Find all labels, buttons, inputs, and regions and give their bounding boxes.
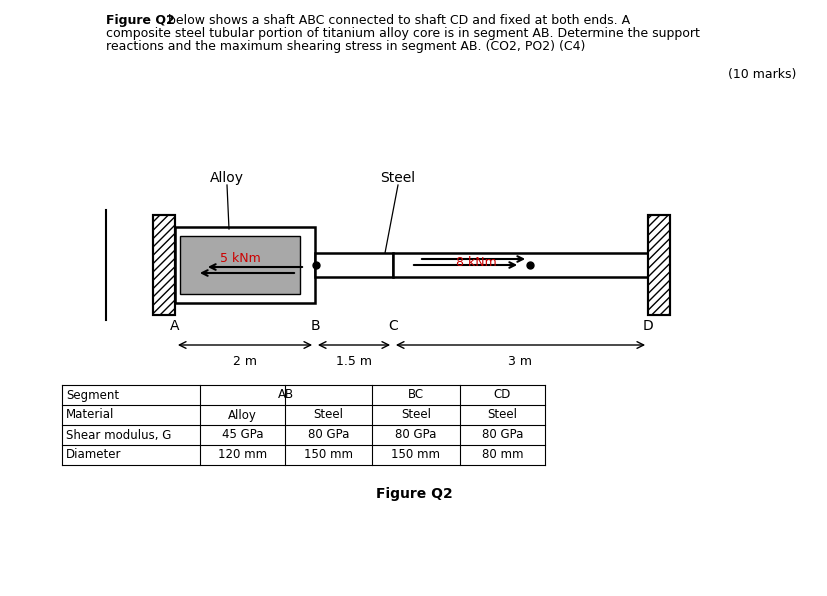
Text: Diameter: Diameter [66,449,122,461]
Text: composite steel tubular portion of titanium alloy core is in segment AB. Determi: composite steel tubular portion of titan… [106,27,699,40]
Bar [153,215,174,315]
Text: Segment: Segment [66,389,119,402]
Text: 120 mm: 120 mm [218,449,267,461]
Text: CD: CD [493,389,510,402]
Bar [174,227,314,303]
Text: 80 GPa: 80 GPa [394,429,436,442]
Text: 5 kNm: 5 kNm [219,253,260,265]
Text: 150 mm: 150 mm [304,449,352,461]
Text: B: B [310,319,319,333]
Text: C: C [388,319,398,333]
Text: Shear modulus, G: Shear modulus, G [66,429,171,442]
Text: Figure Q2: Figure Q2 [375,487,452,501]
Bar [393,253,648,277]
Bar [179,236,299,294]
Text: 1.5 m: 1.5 m [336,355,371,368]
Text: Steel: Steel [380,171,415,185]
Text: D: D [642,319,653,333]
Text: 8 kNm: 8 kNm [456,256,496,269]
Text: Alloy: Alloy [210,171,244,185]
Text: Steel: Steel [487,408,517,421]
Text: Steel: Steel [400,408,431,421]
Text: 45 GPa: 45 GPa [222,429,263,442]
Bar [648,215,669,315]
Text: 2 m: 2 m [232,355,256,368]
Text: Figure Q2: Figure Q2 [106,14,174,27]
Text: Alloy: Alloy [227,408,256,421]
Text: 80 GPa: 80 GPa [308,429,349,442]
Text: Material: Material [66,408,114,421]
Bar [314,253,393,277]
Text: AB: AB [278,389,294,402]
Text: below shows a shaft ABC connected to shaft CD and fixed at both ends. A: below shows a shaft ABC connected to sha… [164,14,629,27]
Text: reactions and the maximum shearing stress in segment AB. (CO2, PO2) (C4): reactions and the maximum shearing stres… [106,40,585,53]
Bar [648,215,669,315]
Text: (10 marks): (10 marks) [727,68,796,81]
Text: 3 m: 3 m [508,355,532,368]
Text: 150 mm: 150 mm [391,449,440,461]
Text: BC: BC [408,389,423,402]
Text: Steel: Steel [313,408,343,421]
Text: 80 mm: 80 mm [481,449,523,461]
Text: A: A [170,319,179,333]
Text: 80 GPa: 80 GPa [481,429,523,442]
Bar [153,215,174,315]
